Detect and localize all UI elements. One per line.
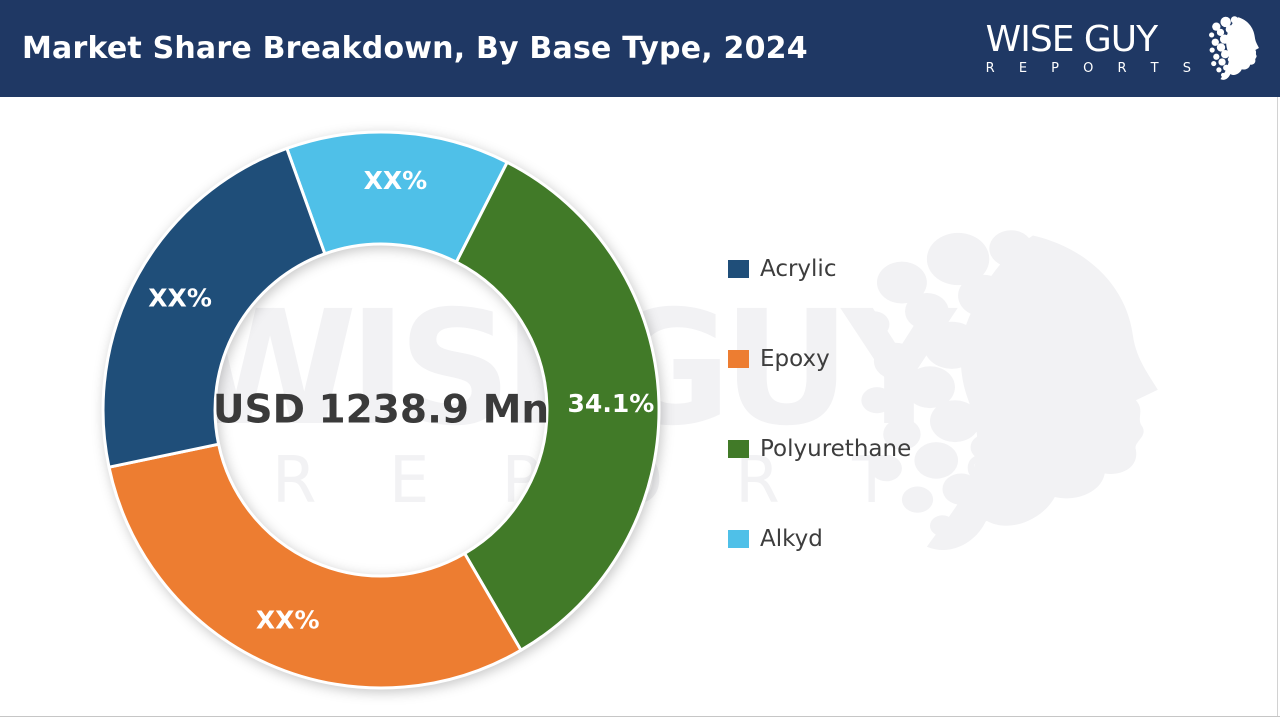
wise-guy-logo: WISE GUY R E P O R T S bbox=[986, 0, 1260, 97]
legend: Acrylic Epoxy Polyurethane Alkyd bbox=[728, 257, 911, 617]
legend-swatch-alkyd bbox=[728, 530, 749, 548]
donut-center-value: USD 1238.9 Mn bbox=[212, 387, 550, 433]
legend-item-polyurethane: Polyurethane bbox=[728, 437, 911, 461]
donut-slice-polyurethane bbox=[454, 160, 661, 652]
legend-swatch-polyurethane bbox=[728, 440, 749, 458]
legend-item-epoxy: Epoxy bbox=[728, 347, 911, 371]
logo-subtitle: R E P O R T S bbox=[985, 60, 1201, 76]
donut-slice-acrylic bbox=[101, 146, 327, 469]
logo-wordmark: WISE GUY bbox=[985, 18, 1158, 60]
legend-swatch-epoxy bbox=[728, 350, 749, 368]
header: Market Share Breakdown, By Base Type, 20… bbox=[0, 0, 1280, 97]
bottom-divider bbox=[0, 716, 1280, 717]
slice-label-acrylic: XX% bbox=[148, 283, 212, 312]
donut-chart: XX% 34.1% XX% XX% bbox=[101, 130, 661, 690]
donut-slice-epoxy bbox=[107, 442, 523, 690]
legend-item-alkyd: Alkyd bbox=[728, 527, 911, 551]
logo-text: WISE GUY R E P O R T S bbox=[985, 18, 1201, 76]
logo-face-icon bbox=[1209, 15, 1259, 80]
legend-swatch-acrylic bbox=[728, 260, 749, 278]
legend-label-acrylic: Acrylic bbox=[760, 255, 837, 282]
legend-label-epoxy: Epoxy bbox=[760, 345, 830, 372]
legend-label-polyurethane: Polyurethane bbox=[760, 435, 912, 462]
page-title: Market Share Breakdown, By Base Type, 20… bbox=[22, 31, 808, 66]
legend-label-alkyd: Alkyd bbox=[760, 525, 823, 552]
legend-item-acrylic: Acrylic bbox=[728, 257, 911, 281]
slice-label-alkyd: XX% bbox=[364, 166, 428, 195]
right-divider bbox=[1277, 97, 1278, 716]
slice-label-epoxy: XX% bbox=[256, 606, 320, 635]
slice-label-polyurethane: 34.1% bbox=[568, 389, 655, 418]
